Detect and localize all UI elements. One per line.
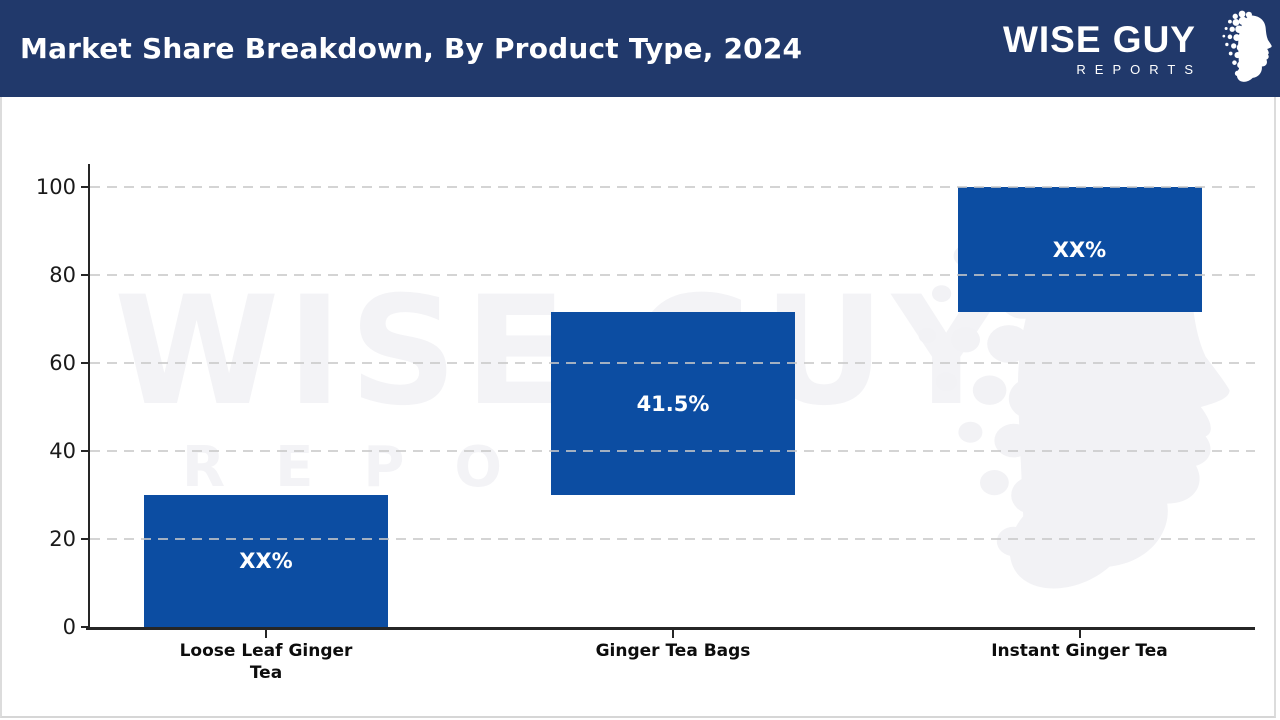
x-tick-loose-leaf-ginger-tea <box>265 630 267 638</box>
category-label-ginger-tea-bags: Ginger Tea Bags <box>595 641 751 661</box>
y-tick-40 <box>81 450 88 452</box>
logo-wise-guy-text: WISE GUY <box>1002 19 1196 61</box>
gridline-60 <box>90 362 1255 364</box>
header-bar: Market Share Breakdown, By Product Type,… <box>0 0 1280 97</box>
gridline-100 <box>90 186 1255 188</box>
x-axis-line <box>86 627 1255 630</box>
bar-value-label: 41.5% <box>636 391 710 416</box>
logo-reports-text: REPORTS <box>1076 61 1202 77</box>
y-tick-label-40: 40 <box>49 439 76 463</box>
logo-wordmark: WISE GUY REPORTS <box>1002 19 1196 77</box>
category-label-instant-ginger-tea: Instant Ginger Tea <box>991 641 1168 661</box>
y-tick-0 <box>81 626 88 628</box>
gridline-40 <box>90 450 1255 452</box>
bar-loose-leaf-ginger-tea: XX% <box>144 495 388 627</box>
x-tick-ginger-tea-bags <box>672 630 674 638</box>
page-title: Market Share Breakdown, By Product Type,… <box>20 32 803 65</box>
y-tick-label-20: 20 <box>49 527 76 551</box>
y-tick-100 <box>81 186 88 188</box>
y-tick-label-100: 100 <box>35 175 76 199</box>
wise-guy-head-icon <box>1222 10 1272 82</box>
y-tick-label-80: 80 <box>49 263 76 287</box>
chart: WISE GUY REPORTS 0 20 40 60 80 100 XX% 41.5% XX%… <box>0 97 1276 718</box>
bar-ginger-tea-bags: 41.5% <box>551 312 795 495</box>
gridline-80 <box>90 274 1255 276</box>
y-tick-label-60: 60 <box>49 351 76 375</box>
category-label-loose-leaf-ginger-tea: Loose Leaf Ginger Tea <box>179 641 353 684</box>
y-tick-80 <box>81 274 88 276</box>
gridline-20 <box>90 538 1255 540</box>
y-tick-60 <box>81 362 88 364</box>
wise-guy-reports-logo: WISE GUY REPORTS <box>1003 6 1274 92</box>
bar-instant-ginger-tea: XX% <box>957 187 1202 313</box>
y-tick-label-0: 0 <box>62 615 76 639</box>
x-tick-instant-ginger-tea <box>1078 630 1081 638</box>
y-axis-line <box>88 164 90 630</box>
bar-value-label: XX% <box>1052 237 1107 262</box>
bar-value-label: XX% <box>239 549 293 573</box>
y-tick-20 <box>81 538 88 540</box>
